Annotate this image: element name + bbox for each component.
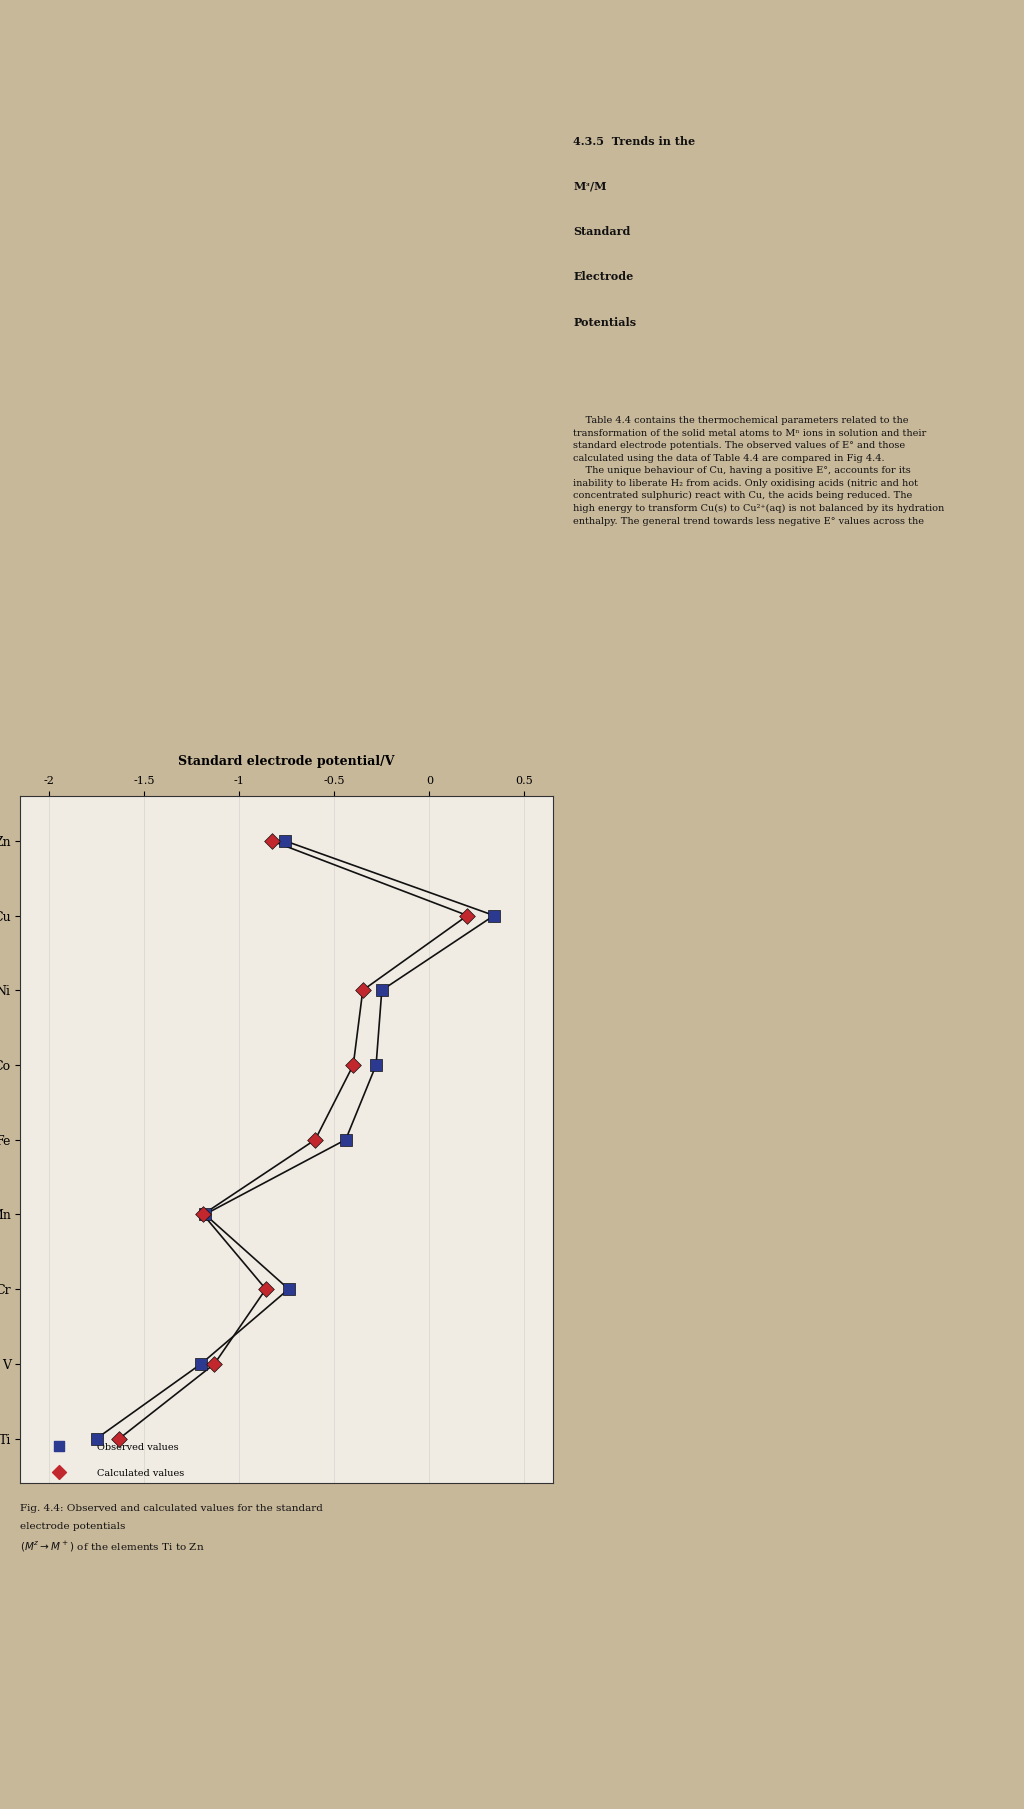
Text: $(M^z \rightarrow M^+)$ of the elements Ti to Zn: $(M^z \rightarrow M^+)$ of the elements … — [20, 1539, 205, 1554]
Point — [281, 1275, 297, 1304]
Point — [354, 975, 371, 1004]
Point — [459, 901, 475, 930]
Point — [88, 1424, 104, 1453]
Point — [263, 827, 280, 856]
Point — [112, 1424, 128, 1453]
Point — [197, 1199, 213, 1228]
Text: Observed values: Observed values — [96, 1444, 178, 1453]
Point — [258, 1275, 274, 1304]
Point — [374, 975, 390, 1004]
Text: Standard: Standard — [573, 226, 631, 237]
Point — [195, 1199, 211, 1228]
Title: Standard electrode potential/V: Standard electrode potential/V — [178, 756, 395, 769]
Text: Mᶟ/M: Mᶟ/M — [573, 181, 607, 192]
Point — [50, 1458, 67, 1487]
Text: Table 4.4 contains the thermochemical parameters related to the
transformation o: Table 4.4 contains the thermochemical pa… — [573, 416, 945, 526]
Text: Potentials: Potentials — [573, 317, 637, 327]
Point — [206, 1350, 222, 1378]
Point — [485, 901, 502, 930]
Point — [307, 1125, 324, 1154]
Point — [345, 1051, 361, 1080]
Point — [276, 827, 293, 856]
Text: electrode potentials: electrode potentials — [20, 1521, 126, 1530]
Point — [50, 1431, 67, 1460]
Point — [368, 1051, 384, 1080]
Text: 4.3.5  Trends in the: 4.3.5 Trends in the — [573, 136, 695, 147]
Text: Electrode: Electrode — [573, 271, 634, 282]
Point — [338, 1125, 354, 1154]
Point — [193, 1350, 209, 1378]
Text: Calculated values: Calculated values — [96, 1469, 183, 1478]
Text: Fig. 4.4: Observed and calculated values for the standard: Fig. 4.4: Observed and calculated values… — [20, 1503, 324, 1512]
